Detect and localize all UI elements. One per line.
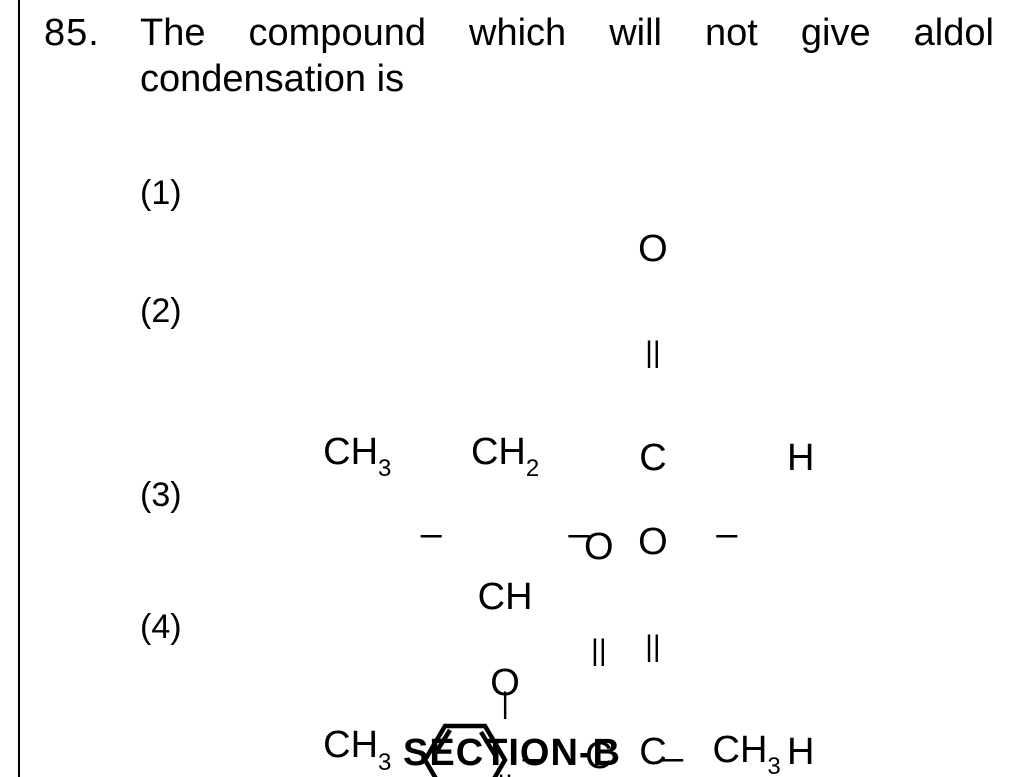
- word: give: [801, 12, 871, 55]
- question-text-line2: condensation is: [140, 58, 404, 101]
- o: O: [452, 666, 558, 700]
- option-1-label: (1): [140, 174, 182, 213]
- question-text-line1: The compound which will not give aldol: [140, 12, 994, 55]
- margin-rule: [18, 0, 20, 777]
- option-3-label: (3): [140, 476, 182, 515]
- word: not: [705, 12, 758, 55]
- option-2: (2) CH3 – O || CH | CH3 – O || C – H: [140, 236, 960, 406]
- word: The: [140, 12, 205, 55]
- word: aldol: [914, 12, 994, 55]
- question-number: 85.: [44, 12, 100, 55]
- question-page: 85. The compound which will not give ald…: [0, 0, 1024, 777]
- word: will: [609, 12, 662, 55]
- options-block: (1) CH3 – CH2 – O || C – H (2): [140, 118, 960, 670]
- option-2-label: (2): [140, 292, 182, 331]
- word: which: [469, 12, 566, 55]
- option-1: (1) CH3 – CH2 – O || C – H: [140, 118, 960, 228]
- word: compound: [249, 12, 426, 55]
- section-header: SECTION-B: [0, 732, 1024, 775]
- option-4-label: (4): [140, 608, 182, 647]
- option-4: (4) CH3 – O || C – CH3: [140, 552, 960, 662]
- option-3: (3) – O || C – CH3: [140, 414, 960, 544]
